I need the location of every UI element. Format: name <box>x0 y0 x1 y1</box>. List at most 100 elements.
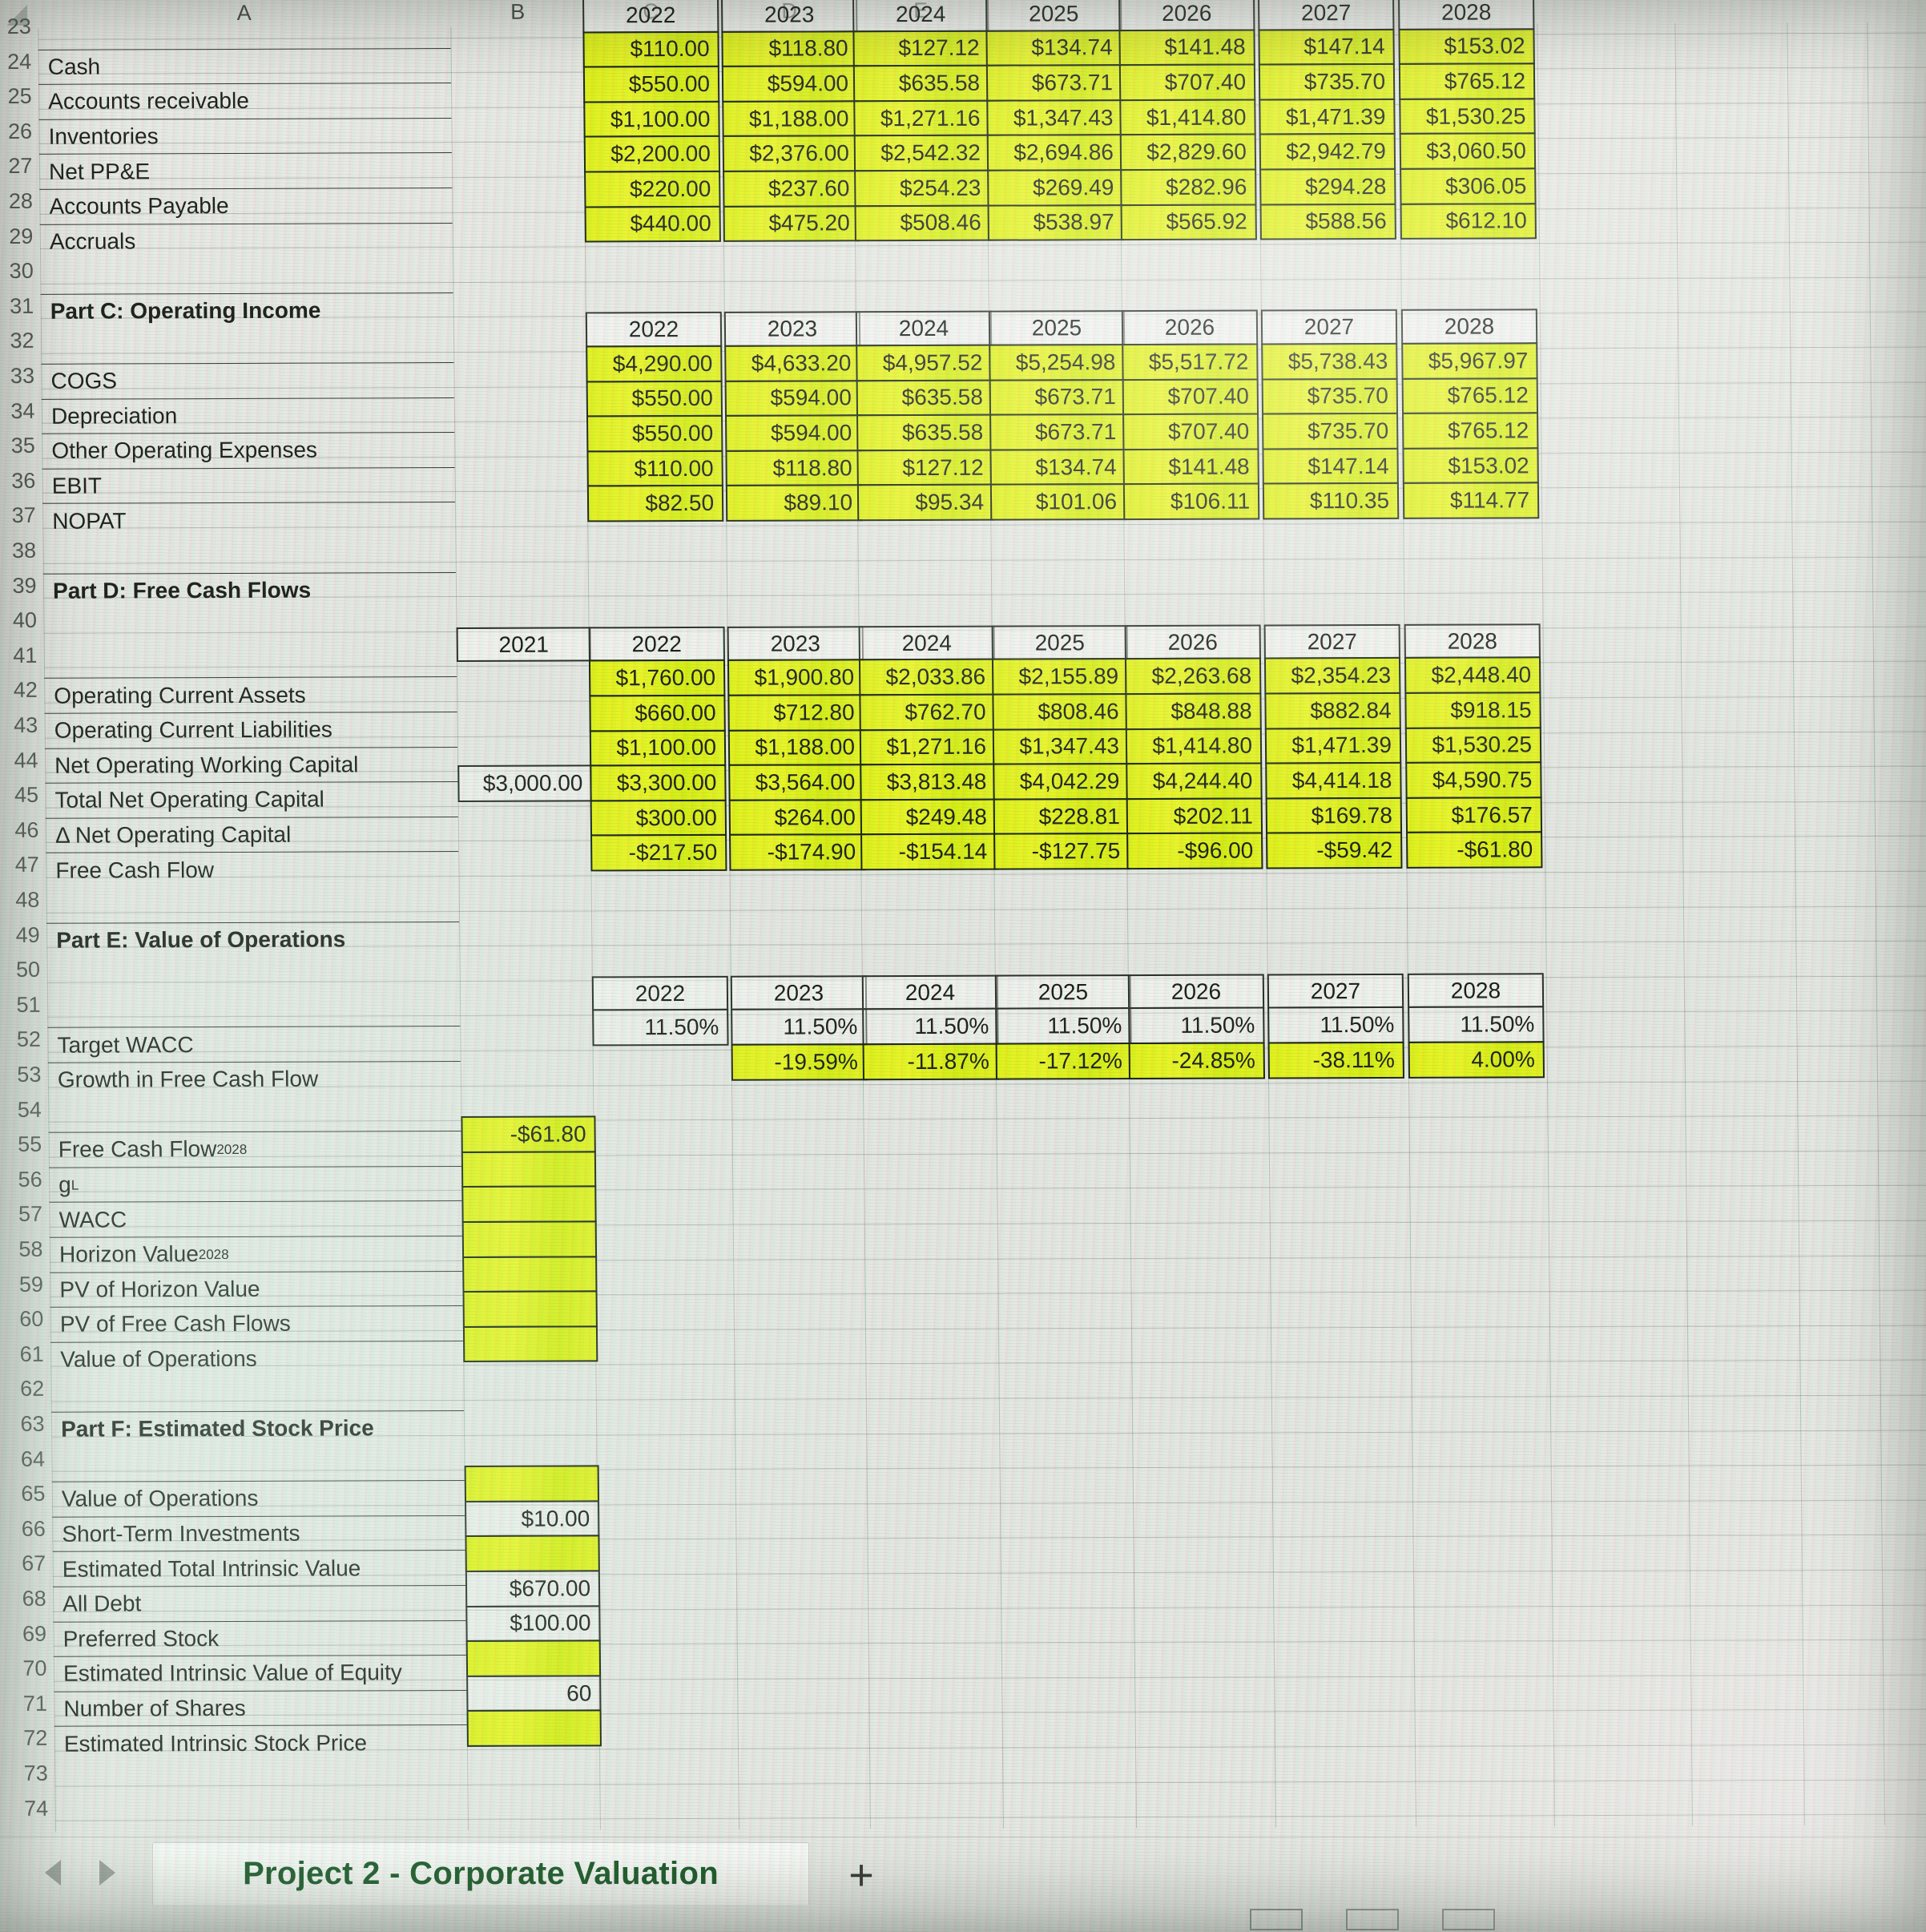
row-header-70[interactable]: 70 <box>22 1656 47 1681</box>
data-cell[interactable]: $735.70 <box>1262 413 1399 450</box>
value-cell[interactable] <box>461 1185 597 1223</box>
data-cell[interactable]: $550.00 <box>586 380 723 417</box>
data-cell[interactable]: 4.00% <box>1408 1041 1545 1079</box>
data-cell[interactable]: $635.58 <box>852 64 990 103</box>
row-header-42[interactable]: 42 <box>13 678 38 703</box>
data-cell[interactable]: $300.00 <box>590 799 727 837</box>
data-cell[interactable]: $765.12 <box>1398 63 1536 100</box>
row-header-30[interactable]: 30 <box>9 259 34 284</box>
data-cell[interactable]: $134.74 <box>985 29 1122 67</box>
data-cell[interactable]: $1,760.00 <box>588 659 726 697</box>
row-header-28[interactable]: 28 <box>8 188 34 213</box>
data-cell[interactable]: -$154.14 <box>860 833 997 871</box>
value-cell[interactable]: $670.00 <box>465 1570 601 1607</box>
data-cell[interactable]: $2,694.86 <box>986 134 1124 171</box>
sheet-tab-bar[interactable]: Project 2 - Corporate Valuation + <box>0 1837 1926 1907</box>
data-cell[interactable]: -$174.90 <box>729 833 866 871</box>
data-cell[interactable]: $127.12 <box>852 30 989 67</box>
data-cell[interactable]: $735.70 <box>1258 63 1396 101</box>
row-header-61[interactable]: 61 <box>19 1341 44 1366</box>
data-cell[interactable]: $2,200.00 <box>583 135 721 173</box>
value-cell[interactable] <box>464 1465 600 1502</box>
data-cell[interactable]: $550.00 <box>586 415 723 453</box>
row-header-54[interactable]: 54 <box>17 1097 42 1122</box>
value-cell[interactable]: $10.00 <box>465 1500 600 1538</box>
data-cell[interactable]: $508.46 <box>854 204 991 242</box>
data-cell[interactable]: $1,414.80 <box>1125 728 1263 765</box>
data-cell[interactable]: $918.15 <box>1404 692 1541 729</box>
data-cell[interactable]: $882.84 <box>1264 692 1401 730</box>
row-header-68[interactable]: 68 <box>22 1586 46 1611</box>
data-cell[interactable]: 11.50% <box>1267 1006 1404 1044</box>
data-cell[interactable]: $673.71 <box>989 378 1126 416</box>
row-header-66[interactable]: 66 <box>21 1516 46 1541</box>
data-cell[interactable]: $4,957.52 <box>856 344 993 381</box>
data-cell[interactable]: $1,188.00 <box>727 728 865 767</box>
value-cell[interactable] <box>465 1640 602 1677</box>
data-cell[interactable]: -19.59% <box>731 1043 868 1081</box>
row-header-31[interactable]: 31 <box>9 293 34 318</box>
value-cell[interactable]: $100.00 <box>465 1604 601 1643</box>
data-cell[interactable]: $538.97 <box>987 204 1124 241</box>
data-cell[interactable]: $1,100.00 <box>589 729 727 767</box>
data-cell[interactable]: $2,542.32 <box>853 135 991 172</box>
row-header-55[interactable]: 55 <box>18 1131 42 1157</box>
value-cell[interactable]: 60 <box>466 1675 602 1712</box>
data-cell[interactable]: $147.14 <box>1262 447 1399 485</box>
data-cell[interactable]: $673.71 <box>989 413 1126 451</box>
data-cell[interactable]: -24.85% <box>1128 1042 1265 1079</box>
row-header-74[interactable]: 74 <box>23 1796 49 1821</box>
data-cell[interactable]: $2,155.89 <box>991 658 1129 696</box>
row-header-58[interactable]: 58 <box>18 1236 43 1261</box>
value-cell[interactable] <box>461 1151 597 1188</box>
data-cell[interactable]: $95.34 <box>856 484 994 522</box>
data-cell[interactable]: $594.00 <box>724 379 862 417</box>
data-cell[interactable]: $264.00 <box>728 799 866 837</box>
data-cell[interactable]: $249.48 <box>860 798 997 836</box>
row-header-65[interactable]: 65 <box>21 1481 46 1506</box>
data-cell[interactable]: $612.10 <box>1400 202 1537 240</box>
row-header-43[interactable]: 43 <box>14 712 38 737</box>
value-cell[interactable] <box>462 1290 598 1328</box>
data-cell[interactable]: $765.12 <box>1401 377 1539 415</box>
row-header-46[interactable]: 46 <box>14 817 39 842</box>
data-cell[interactable]: $114.77 <box>1402 482 1540 519</box>
row-header-57[interactable]: 57 <box>18 1202 43 1227</box>
data-cell[interactable]: $1,530.25 <box>1404 726 1542 764</box>
data-cell[interactable]: $5,254.98 <box>989 344 1126 381</box>
row-header-63[interactable]: 63 <box>20 1411 45 1436</box>
data-cell[interactable]: $1,530.25 <box>1399 98 1536 135</box>
row-header-25[interactable]: 25 <box>7 84 32 109</box>
row-header-51[interactable]: 51 <box>16 992 41 1017</box>
row-header-32[interactable]: 32 <box>10 329 34 353</box>
row-header-35[interactable]: 35 <box>10 434 35 458</box>
data-cell[interactable]: 11.50% <box>1408 1006 1545 1043</box>
data-cell[interactable]: $660.00 <box>589 694 726 732</box>
data-cell[interactable]: $735.70 <box>1261 377 1399 415</box>
data-cell[interactable]: $2,033.86 <box>858 659 996 696</box>
data-cell[interactable]: $4,633.20 <box>724 345 861 382</box>
row-header-23[interactable]: 23 <box>6 14 31 38</box>
row-header-45[interactable]: 45 <box>14 783 39 808</box>
data-cell[interactable]: -$127.75 <box>993 833 1130 870</box>
data-cell[interactable]: $1,347.43 <box>986 99 1123 137</box>
data-cell[interactable]: $110.35 <box>1262 482 1400 520</box>
value-cell[interactable] <box>462 1325 598 1363</box>
data-cell[interactable]: $440.00 <box>584 205 721 243</box>
data-cell[interactable]: $1,471.39 <box>1264 727 1402 764</box>
data-cell[interactable]: $3,300.00 <box>590 764 727 802</box>
data-cell[interactable]: $712.80 <box>727 694 864 732</box>
data-cell[interactable]: $134.74 <box>989 448 1126 486</box>
page-break-icon[interactable] <box>1442 1909 1495 1930</box>
data-cell[interactable]: $4,414.18 <box>1265 762 1402 800</box>
data-cell[interactable]: $294.28 <box>1259 167 1396 206</box>
data-cell[interactable]: $848.88 <box>1125 692 1262 730</box>
worksheet-grid[interactable]: A B C D E 23 24 25 26 27 28 29 30 31 32 33 34 35 36 37 38 39 4… <box>0 0 1926 1835</box>
data-cell[interactable]: $141.48 <box>1122 448 1259 486</box>
data-cell[interactable]: $5,738.43 <box>1261 342 1398 381</box>
data-cell[interactable]: 11.50% <box>1128 1006 1265 1045</box>
data-cell[interactable]: $594.00 <box>725 414 862 452</box>
page-layout-icon[interactable] <box>1346 1909 1399 1930</box>
data-cell[interactable]: $82.50 <box>586 485 724 522</box>
data-cell[interactable]: $1,347.43 <box>992 728 1130 765</box>
